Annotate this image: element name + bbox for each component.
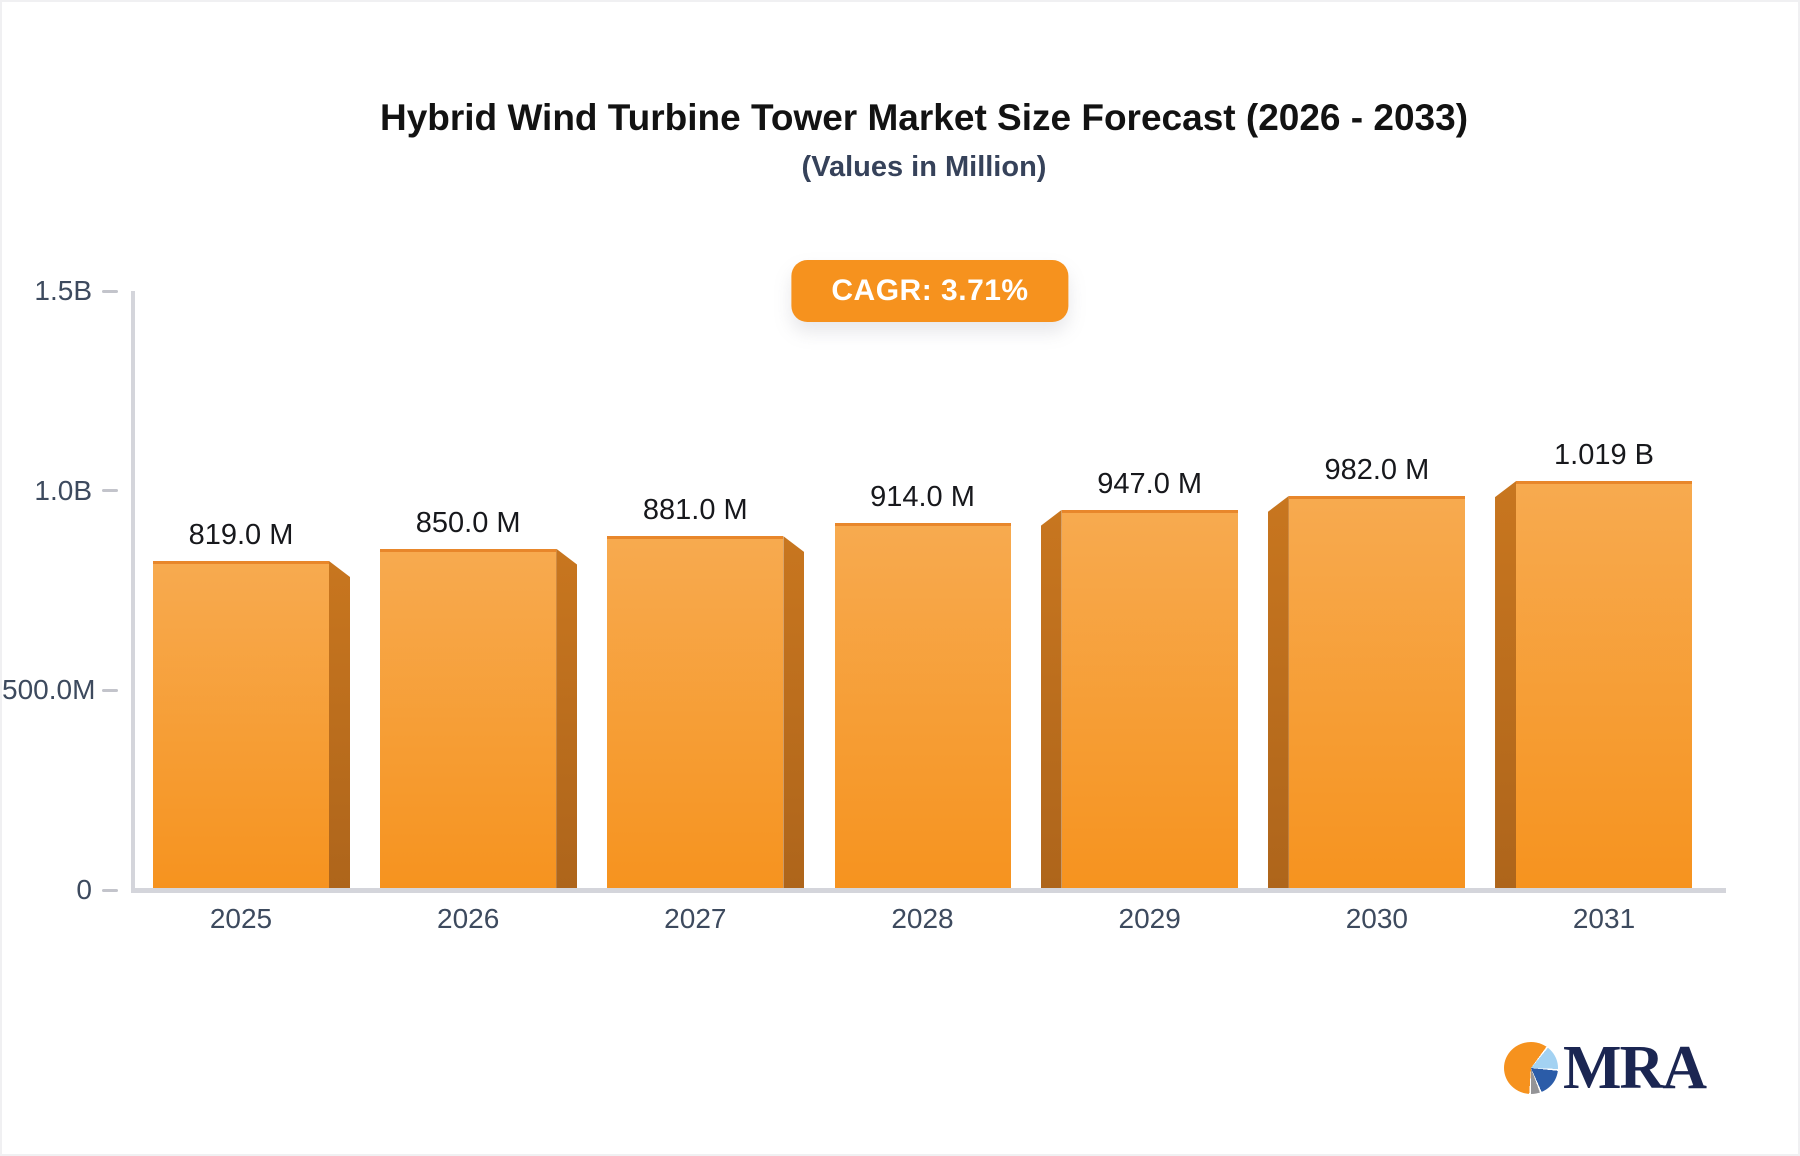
bar-2030-side-face <box>1267 495 1289 888</box>
bar-2031-side-face <box>1495 481 1517 888</box>
bar-2025 <box>153 560 329 888</box>
bar-2027-side-face <box>783 536 805 888</box>
bar-value-label: 914.0 M <box>870 481 975 513</box>
y-axis-line <box>131 291 135 888</box>
chart-subtitle: (Values in Million) <box>801 151 1047 183</box>
y-tick-label: 0 <box>76 874 92 905</box>
bar-2026 <box>380 548 557 888</box>
bar-2031 <box>1516 481 1693 888</box>
y-tick-mark <box>102 688 118 692</box>
bar-2025-side-face <box>329 560 350 888</box>
bar-value-label: 982.0 M <box>1324 453 1430 486</box>
bar-2027 <box>607 536 784 888</box>
y-tick-mark <box>102 888 118 892</box>
bar-value-label: 1.019 B <box>1554 439 1654 472</box>
bar-2030 <box>1288 495 1465 888</box>
bar-value-label: 881.0 M <box>642 494 748 527</box>
y-tick-label: 1.0B <box>34 474 92 506</box>
x-tick-label: 2026 <box>437 903 500 934</box>
brand-logo-text: MRA <box>1563 1034 1707 1102</box>
cagr-badge: CAGR: 3.71% <box>791 260 1069 322</box>
x-tick-label: 2028 <box>891 903 954 934</box>
y-tick-label: 1.5B <box>34 275 92 306</box>
bar-2029-side-face <box>1040 509 1062 888</box>
x-tick-label: 2031 <box>1572 903 1636 934</box>
bar-2026-side-face <box>556 548 578 888</box>
bar-value-label: 947.0 M <box>1097 467 1203 500</box>
bar-2028 <box>834 523 1011 888</box>
y-tick-mark <box>102 489 118 493</box>
x-tick-label: 2025 <box>209 903 273 934</box>
brand-logo: MRA <box>1504 1034 1707 1102</box>
bar-2029 <box>1061 509 1238 888</box>
pie-chart-logo-icon <box>1504 1042 1558 1094</box>
x-tick-label: 2027 <box>664 903 727 934</box>
bar-value-label: 819.0 M <box>188 518 294 551</box>
y-tick-mark <box>102 289 118 293</box>
x-tick-label: 2029 <box>1118 903 1181 934</box>
chart-title: Hybrid Wind Turbine Tower Market Size Fo… <box>379 97 1469 138</box>
x-tick-label: 2030 <box>1345 903 1408 934</box>
x-axis-baseline <box>131 888 1726 893</box>
bar-value-label: 850.0 M <box>415 506 521 539</box>
y-tick-label: 500.0M <box>2 674 96 706</box>
